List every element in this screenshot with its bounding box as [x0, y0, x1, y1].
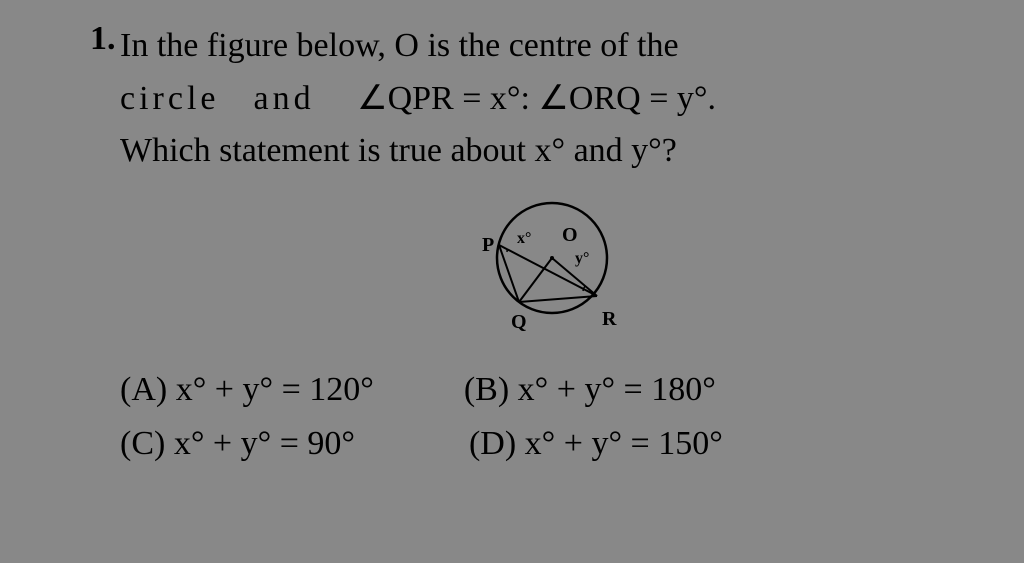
option-A: (A) x° + y° = 120° — [120, 363, 374, 417]
option-row-2: (C) x° + y° = 90° (D) x° + y° = 150° — [120, 417, 994, 471]
option-B-label: (B) — [464, 371, 509, 408]
option-B: (B) x° + y° = 180° — [464, 363, 716, 417]
question-line3: Which statement is true about x° and y°? — [120, 132, 677, 169]
option-B-text: x° + y° = 180° — [518, 371, 716, 408]
options-container: (A) x° + y° = 120° (B) x° + y° = 180° (C… — [120, 363, 994, 472]
label-O: O — [562, 224, 578, 246]
geometry-figure: P Q R O x° y° — [477, 193, 637, 343]
question-line1: In the figure below, O is the centre of … — [120, 27, 679, 64]
option-C-text: x° + y° = 90° — [174, 425, 355, 462]
option-A-text: x° + y° = 120° — [176, 371, 374, 408]
question-line2-p1: circle — [120, 80, 220, 117]
question-line2-p2: and — [254, 80, 315, 117]
label-R: R — [602, 308, 617, 330]
label-Q: Q — [511, 311, 527, 333]
option-row-1: (A) x° + y° = 120° (B) x° + y° = 180° — [120, 363, 994, 417]
center-dot — [550, 256, 554, 260]
question-number: 1. — [90, 20, 116, 58]
label-y: y° — [575, 250, 589, 267]
label-P: P — [482, 234, 494, 256]
option-C: (C) x° + y° = 90° — [120, 417, 355, 471]
option-D-label: (D) — [469, 425, 516, 462]
option-D: (D) x° + y° = 150° — [469, 417, 723, 471]
option-D-text: x° + y° = 150° — [525, 425, 723, 462]
option-A-label: (A) — [120, 371, 167, 408]
label-x: x° — [517, 230, 531, 247]
question-line2-p3: ∠QPR = x°: ∠ORQ = y°. — [357, 80, 716, 117]
question-text: In the figure below, O is the centre of … — [120, 20, 994, 178]
circle-diagram: P Q R O x° y° — [477, 193, 637, 338]
figure-container: P Q R O x° y° — [120, 193, 994, 343]
option-C-label: (C) — [120, 425, 165, 462]
